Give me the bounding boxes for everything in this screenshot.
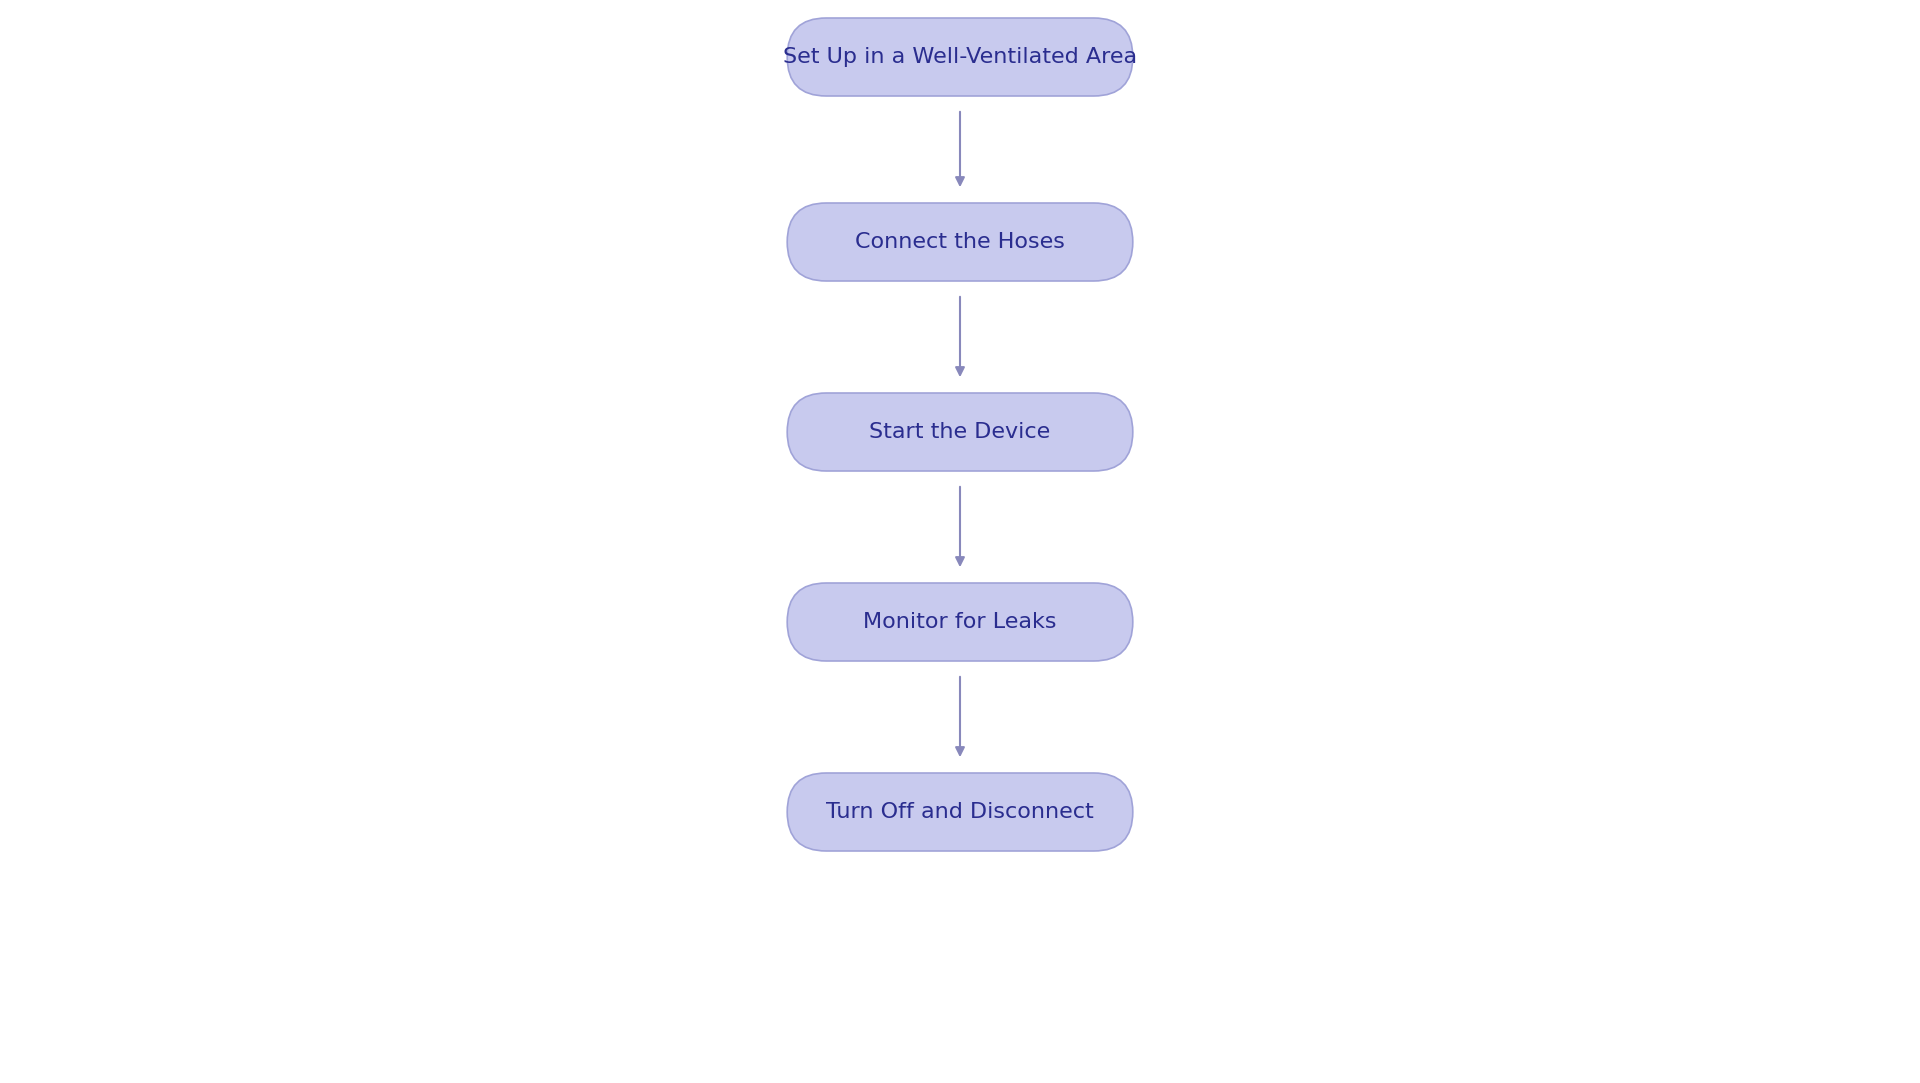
Text: Set Up in a Well-Ventilated Area: Set Up in a Well-Ventilated Area	[783, 47, 1137, 67]
FancyBboxPatch shape	[787, 773, 1133, 851]
FancyBboxPatch shape	[787, 203, 1133, 280]
Text: Start the Device: Start the Device	[870, 422, 1050, 442]
FancyBboxPatch shape	[787, 393, 1133, 471]
Text: Connect the Hoses: Connect the Hoses	[854, 232, 1066, 252]
Text: Turn Off and Disconnect: Turn Off and Disconnect	[826, 803, 1094, 822]
FancyBboxPatch shape	[787, 583, 1133, 661]
Text: Monitor for Leaks: Monitor for Leaks	[864, 612, 1056, 632]
FancyBboxPatch shape	[787, 18, 1133, 96]
